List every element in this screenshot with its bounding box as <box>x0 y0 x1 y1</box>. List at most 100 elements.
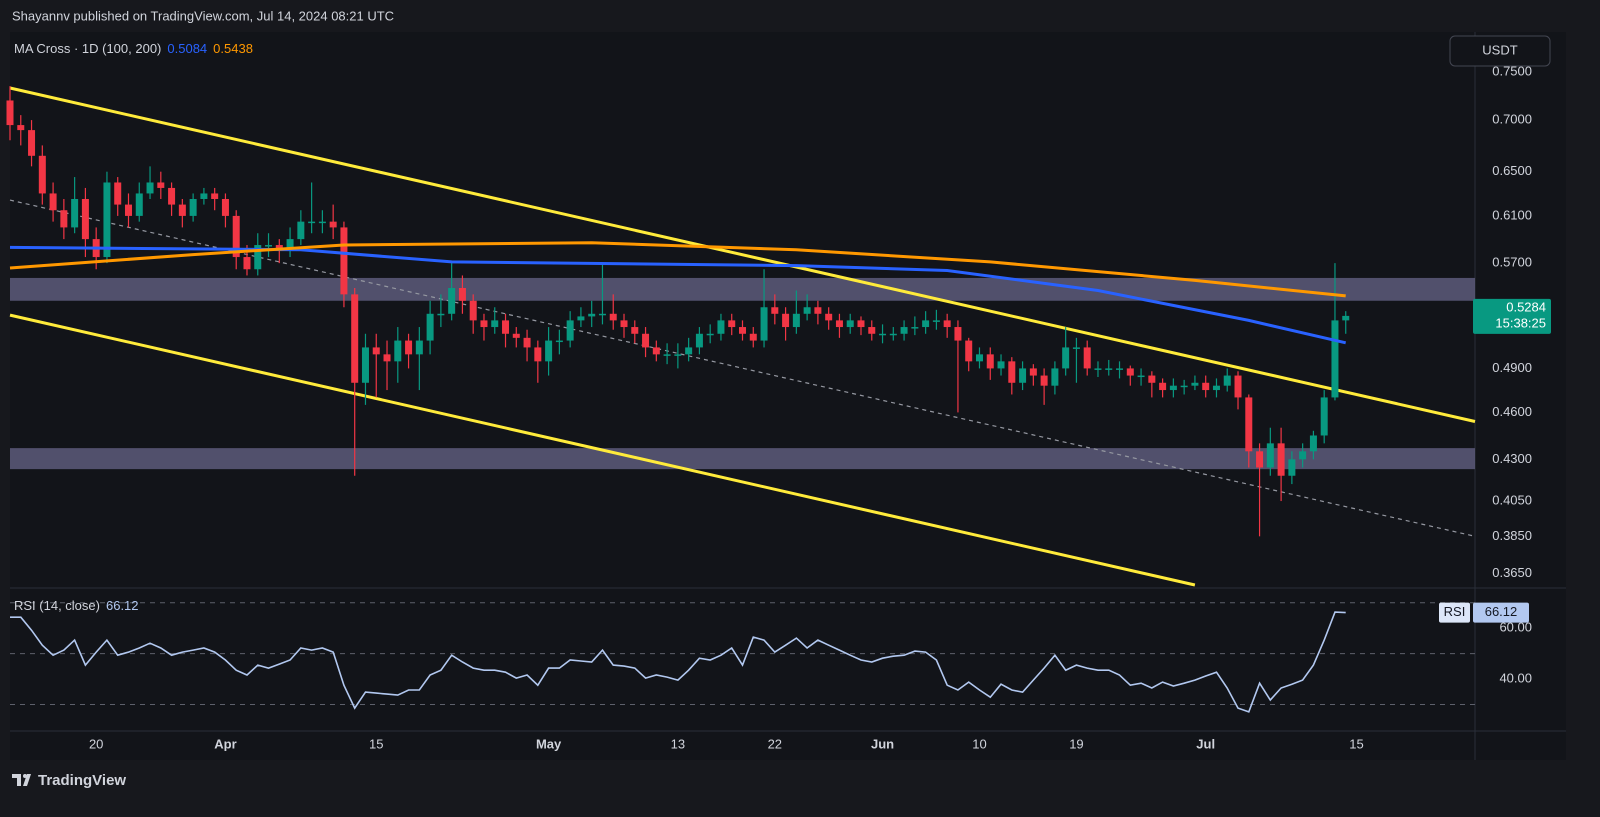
candle-body <box>760 307 768 341</box>
currency-button[interactable]: USDT <box>1449 35 1551 67</box>
candle-body <box>965 340 973 362</box>
moving-average <box>9 245 1347 345</box>
candle-body <box>308 221 316 224</box>
x-tick-label: 22 <box>768 736 782 751</box>
candle-body <box>555 340 563 343</box>
axis-badge-box <box>1439 602 1470 623</box>
candle-body <box>405 340 413 355</box>
candle-body <box>1019 368 1027 383</box>
candle-body <box>502 320 510 334</box>
candle-body <box>211 193 219 199</box>
candle-body <box>975 354 983 362</box>
candle-body <box>383 354 391 362</box>
y-tick-label: 0.4900 <box>1492 360 1532 375</box>
candle-body <box>1051 368 1059 386</box>
y-tick-label: 0.3650 <box>1492 565 1532 580</box>
x-tick-label: Jun <box>871 736 894 751</box>
last-price-label: 0.5284 <box>1506 299 1546 314</box>
candle-body <box>1148 375 1156 383</box>
candle-body <box>728 320 736 328</box>
candle-body <box>168 187 176 205</box>
candle-body <box>685 347 693 355</box>
candle-body <box>178 204 186 216</box>
candle-body <box>1331 320 1339 398</box>
candle-body <box>480 320 488 328</box>
candle-body <box>1008 361 1016 383</box>
candle-body <box>717 320 725 334</box>
candle-body <box>749 333 757 341</box>
candle-body <box>1072 347 1080 349</box>
zone <box>10 448 1475 470</box>
indicator-name: MA Cross · 1D (100, 200) <box>14 41 162 56</box>
x-tick-label: 10 <box>972 736 986 751</box>
candle-body <box>1169 385 1177 391</box>
logo <box>12 774 31 786</box>
candle-body <box>189 198 197 216</box>
rsi-value-box <box>1473 602 1529 623</box>
candle-body <box>986 354 994 369</box>
candle-body <box>706 333 714 336</box>
candle-body <box>469 300 477 321</box>
y-tick-label: 0.7500 <box>1492 63 1532 78</box>
ma-legend: MA Cross · 1D (100, 200) 0.5084 0.5438 <box>14 41 253 56</box>
currency-label[interactable]: USDT <box>1482 42 1517 57</box>
chart-background <box>10 32 1566 760</box>
candle-body <box>437 313 445 316</box>
candle-body <box>491 320 499 328</box>
candle-body <box>846 320 854 328</box>
candle-body <box>1245 397 1253 452</box>
candle-body <box>1126 368 1134 376</box>
candle-body <box>997 361 1005 369</box>
candle-body <box>458 287 466 301</box>
candle-body <box>340 227 348 295</box>
candle-body <box>814 307 822 314</box>
candle-body <box>329 221 337 228</box>
candle-body <box>545 340 553 362</box>
candle-body <box>28 130 36 156</box>
candle-body <box>771 307 779 314</box>
candle-body <box>146 182 154 194</box>
candle-body <box>361 347 369 383</box>
x-tick-label: 19 <box>1069 736 1083 751</box>
candle-body <box>426 313 434 341</box>
bar-countdown: 15:38:25 <box>1495 315 1546 330</box>
candle-body <box>803 307 811 314</box>
y-tick-label: 0.6500 <box>1492 163 1532 178</box>
candle-body <box>566 320 574 341</box>
y-tick-label: 0.3850 <box>1492 528 1532 543</box>
candle-body <box>932 320 940 322</box>
candle-body <box>1288 459 1296 476</box>
candle-body <box>642 333 650 348</box>
footer-brand: TradingView <box>38 772 126 789</box>
candle-body <box>415 340 423 355</box>
candle-body <box>200 193 208 199</box>
candle-body <box>297 221 305 240</box>
x-tick-label: 13 <box>671 736 685 751</box>
x-tick-label: May <box>536 736 562 751</box>
candle-body <box>1159 382 1167 391</box>
candle-body <box>103 182 111 258</box>
x-tick-label: Jul <box>1196 736 1215 751</box>
candle-body <box>372 347 380 355</box>
y-tick-label: 0.5700 <box>1492 255 1532 270</box>
y-tick-label: 0.4050 <box>1492 492 1532 507</box>
y-tick-label: 60.00 <box>1499 620 1532 635</box>
candle-body <box>1266 443 1274 468</box>
y-tick-label: 0.6100 <box>1492 207 1532 222</box>
candle-body <box>857 320 865 328</box>
candle-body <box>631 327 639 334</box>
candle-body <box>1191 382 1199 386</box>
moving-average <box>9 241 1346 298</box>
candle-body <box>739 327 746 334</box>
axis-badge: RSI <box>1444 604 1466 619</box>
currency-button-frame[interactable] <box>1449 35 1551 67</box>
candle-body <box>1202 382 1210 391</box>
candle-body <box>1062 347 1070 369</box>
candle-body <box>286 239 294 252</box>
candle-body <box>663 354 671 356</box>
candle-body <box>577 316 585 321</box>
candle-body <box>900 327 908 334</box>
candle-body <box>448 287 456 314</box>
candle-body <box>889 333 897 336</box>
